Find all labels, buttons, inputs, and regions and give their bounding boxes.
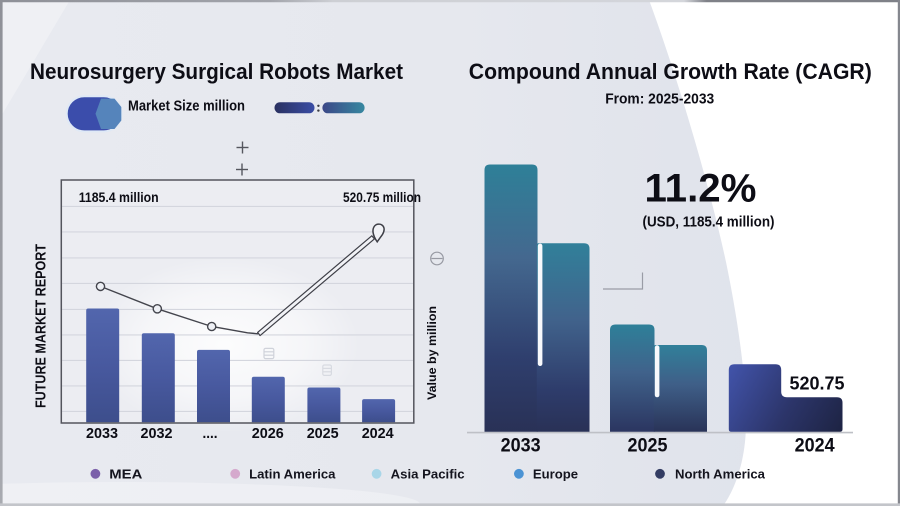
svg-text:2032: 2032 bbox=[141, 426, 173, 442]
svg-text:520.75: 520.75 bbox=[790, 373, 845, 394]
svg-text:Value by million: Value by million bbox=[425, 306, 439, 400]
svg-text:MEA: MEA bbox=[109, 466, 142, 481]
svg-text:2026: 2026 bbox=[252, 426, 284, 442]
svg-text:....: .... bbox=[203, 426, 218, 442]
svg-text:North America: North America bbox=[675, 466, 766, 481]
svg-text:Compound Annual Growth Rate (C: Compound Annual Growth Rate (CAGR) bbox=[469, 59, 872, 84]
svg-text:2024: 2024 bbox=[795, 435, 835, 456]
svg-text:Market Size million: Market Size million bbox=[128, 98, 245, 115]
svg-text:(USD, 1185.4 million): (USD, 1185.4 million) bbox=[643, 215, 775, 231]
svg-text:2024: 2024 bbox=[362, 426, 394, 442]
svg-text:From: 2025-2033: From: 2025-2033 bbox=[605, 91, 714, 108]
svg-text:11.2%: 11.2% bbox=[645, 167, 757, 211]
svg-text:FUTURE MARKET REPORT: FUTURE MARKET REPORT bbox=[34, 244, 50, 408]
svg-text:Europe: Europe bbox=[533, 466, 578, 481]
svg-text:Neurosurgery Surgical Robots M: Neurosurgery Surgical Robots Market bbox=[30, 59, 404, 84]
svg-text:1185.4 million: 1185.4 million bbox=[79, 190, 159, 205]
svg-text:Latin America: Latin America bbox=[249, 466, 336, 481]
svg-text:520.75 million: 520.75 million bbox=[343, 190, 421, 205]
svg-text:Asia Pacific: Asia Pacific bbox=[391, 466, 465, 481]
svg-text:2025: 2025 bbox=[307, 426, 339, 442]
svg-text:2025: 2025 bbox=[628, 435, 668, 456]
svg-text:2033: 2033 bbox=[86, 426, 118, 442]
svg-text:2033: 2033 bbox=[501, 435, 541, 456]
